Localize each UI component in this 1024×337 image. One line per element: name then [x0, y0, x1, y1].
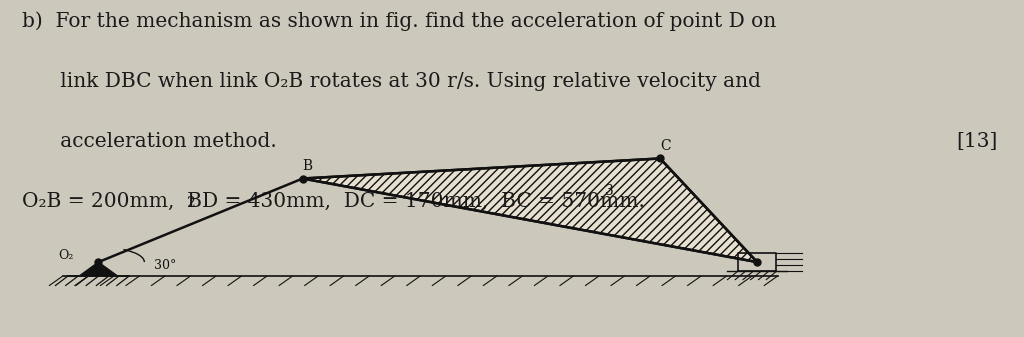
Text: C: C [659, 139, 671, 153]
Text: 30°: 30° [154, 259, 176, 272]
Text: acceleration method.: acceleration method. [22, 132, 276, 151]
Text: 3: 3 [604, 184, 613, 198]
Text: b)  For the mechanism as shown in fig. find the acceleration of point D on: b) For the mechanism as shown in fig. fi… [22, 11, 776, 31]
Polygon shape [80, 262, 117, 275]
Text: B: B [303, 159, 312, 173]
Text: 2: 2 [186, 196, 195, 210]
Text: O₂: O₂ [58, 249, 74, 262]
Polygon shape [303, 158, 757, 262]
Text: O₂B = 200mm,  BD = 430mm,  DC = 170mm,  BC = 570mm.: O₂B = 200mm, BD = 430mm, DC = 170mm, BC … [22, 192, 645, 211]
Text: [13]: [13] [956, 132, 997, 151]
Text: link DBC when link O₂B rotates at 30 r/s. Using relative velocity and: link DBC when link O₂B rotates at 30 r/s… [22, 71, 761, 91]
